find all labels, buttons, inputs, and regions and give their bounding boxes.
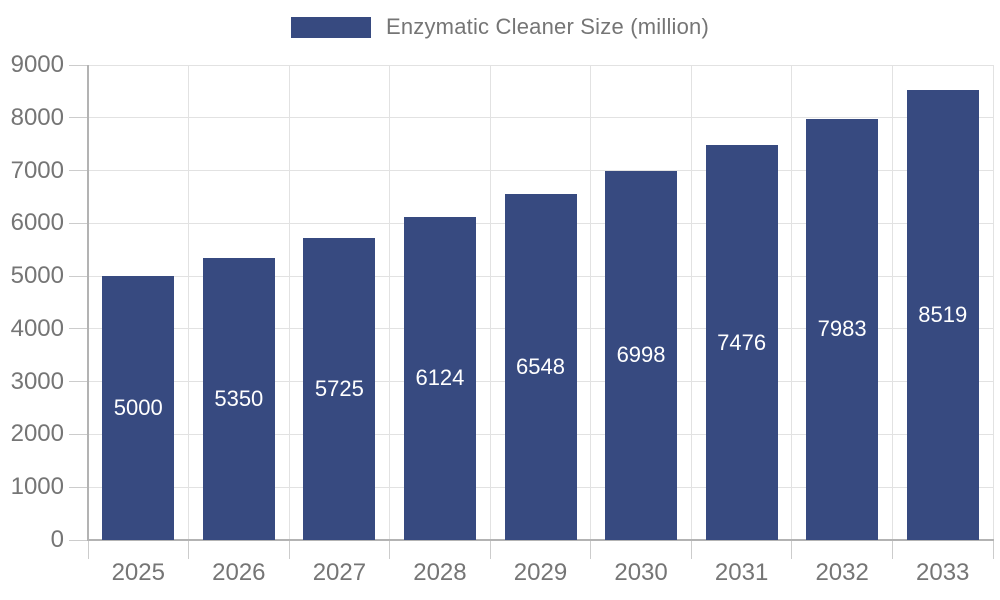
x-tick	[690, 540, 692, 559]
legend-label: Enzymatic Cleaner Size (million)	[385, 14, 710, 39]
y-tick-label: 4000	[10, 314, 64, 342]
bar: 8519	[906, 90, 979, 540]
bar: 6124	[403, 216, 476, 540]
legend-swatch	[290, 16, 371, 38]
bar: 7476	[705, 145, 778, 540]
bar-value-label: 6124	[415, 365, 465, 391]
y-tick	[69, 64, 88, 66]
x-tick-label: 2031	[714, 559, 769, 586]
bar: 5000	[102, 276, 175, 540]
v-gridline	[188, 65, 190, 540]
x-tick	[489, 540, 491, 559]
x-tick-label: 2025	[111, 559, 165, 586]
bar-value-label: 5000	[113, 395, 163, 421]
y-tick-label: 1000	[10, 473, 64, 501]
h-gridline	[88, 170, 993, 172]
x-tick	[992, 540, 994, 559]
y-axis-line	[87, 65, 89, 540]
y-tick	[69, 433, 88, 435]
h-gridline	[88, 117, 993, 119]
x-tick-label: 2032	[815, 559, 869, 586]
y-tick-label: 7000	[10, 156, 64, 184]
bar: 5350	[202, 257, 275, 540]
y-tick	[69, 486, 88, 488]
x-tick-label: 2026	[212, 559, 266, 586]
x-tick	[188, 540, 190, 559]
bar: 6548	[504, 194, 577, 540]
y-tick	[69, 275, 88, 277]
x-tick	[87, 540, 89, 559]
y-tick	[69, 381, 88, 383]
x-tick-label: 2029	[513, 559, 568, 586]
bar-value-label: 6998	[616, 342, 666, 368]
y-tick	[69, 170, 88, 172]
v-gridline	[690, 65, 692, 540]
v-gridline	[891, 65, 893, 540]
legend: Enzymatic Cleaner Size (million)	[0, 16, 1000, 38]
v-gridline	[288, 65, 290, 540]
bar: 6998	[605, 170, 678, 540]
x-axis-line	[87, 539, 994, 541]
bar-value-label: 6548	[516, 354, 565, 380]
y-tick-label: 3000	[10, 367, 64, 395]
bar-value-label: 7476	[717, 329, 767, 355]
bar-value-label: 7983	[817, 316, 867, 342]
y-tick-label: 0	[50, 526, 64, 553]
y-tick	[69, 539, 88, 541]
y-tick-label: 5000	[10, 262, 64, 290]
y-tick-label: 8000	[10, 103, 64, 131]
h-gridline	[88, 64, 993, 66]
y-tick-label: 6000	[10, 209, 64, 237]
y-tick-label: 2000	[10, 420, 64, 448]
bar-value-label: 5350	[214, 385, 264, 411]
v-gridline	[389, 65, 391, 540]
x-tick-label: 2028	[413, 559, 467, 586]
bar-value-label: 5725	[314, 375, 364, 401]
v-gridline	[489, 65, 491, 540]
v-gridline	[791, 65, 793, 540]
x-tick	[389, 540, 391, 559]
bar-value-label: 8519	[918, 302, 968, 328]
y-tick	[69, 117, 88, 119]
bar: 7983	[806, 118, 879, 540]
x-tick	[891, 540, 893, 559]
x-tick	[288, 540, 290, 559]
v-gridline	[992, 65, 994, 540]
x-tick-label: 2033	[916, 559, 970, 586]
x-tick-label: 2030	[614, 559, 668, 586]
y-tick	[69, 222, 88, 224]
x-tick	[590, 540, 592, 559]
v-gridline	[590, 65, 592, 540]
x-tick-label: 2027	[312, 559, 367, 586]
x-tick	[791, 540, 793, 559]
bar: 5725	[303, 237, 376, 540]
y-tick	[69, 328, 88, 330]
y-tick-label: 9000	[10, 51, 64, 78]
